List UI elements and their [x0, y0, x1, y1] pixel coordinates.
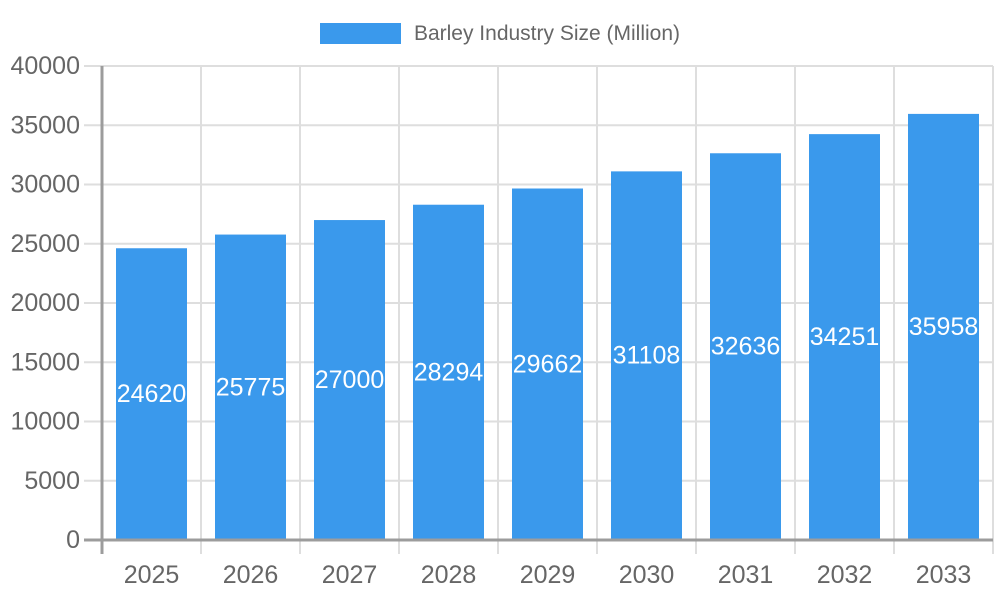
bar[interactable]: [908, 113, 979, 540]
bar-value-label: 34251: [810, 323, 880, 351]
bar[interactable]: [413, 204, 484, 540]
bar-value-label: 28294: [414, 358, 484, 386]
x-tick-label: 2027: [322, 561, 378, 589]
y-tick-label: 20000: [10, 289, 80, 317]
bar[interactable]: [314, 220, 385, 541]
bar[interactable]: [512, 188, 583, 540]
x-tick-label: 2025: [124, 561, 180, 589]
bar-value-label: 25775: [216, 373, 286, 401]
bar-value-label: 32636: [711, 333, 781, 361]
x-tick-label: 2030: [619, 561, 675, 589]
bar[interactable]: [710, 153, 781, 540]
x-tick-label: 2033: [916, 561, 972, 589]
y-tick-label: 40000: [10, 52, 80, 80]
x-tick-label: 2032: [817, 561, 873, 589]
y-tick-label: 35000: [10, 111, 80, 139]
x-tick-label: 2026: [223, 561, 279, 589]
bar[interactable]: [611, 171, 682, 541]
x-tick-label: 2028: [421, 561, 477, 589]
y-tick-label: 5000: [24, 467, 80, 495]
bar[interactable]: [215, 234, 286, 540]
y-tick-label: 0: [66, 526, 80, 554]
bar-value-label: 29662: [513, 350, 583, 378]
bar[interactable]: [116, 248, 187, 541]
legend-label: Barley Industry Size (Million): [413, 22, 681, 45]
y-tick-label: 10000: [10, 408, 80, 436]
y-tick-label: 25000: [10, 230, 80, 258]
bar-value-label: 35958: [909, 313, 979, 341]
x-tick-label: 2029: [520, 561, 576, 589]
bar-value-label: 27000: [315, 366, 385, 394]
bar-value-label: 31108: [613, 342, 681, 370]
x-tick-label: 2031: [718, 561, 774, 589]
bar[interactable]: [809, 134, 880, 540]
chart-legend[interactable]: Barley Industry Size (Million): [0, 23, 1000, 44]
bar-value-label: 24620: [117, 380, 187, 408]
legend-swatch: [319, 23, 401, 44]
y-tick-label: 15000: [10, 348, 80, 376]
y-tick-label: 30000: [10, 171, 80, 199]
